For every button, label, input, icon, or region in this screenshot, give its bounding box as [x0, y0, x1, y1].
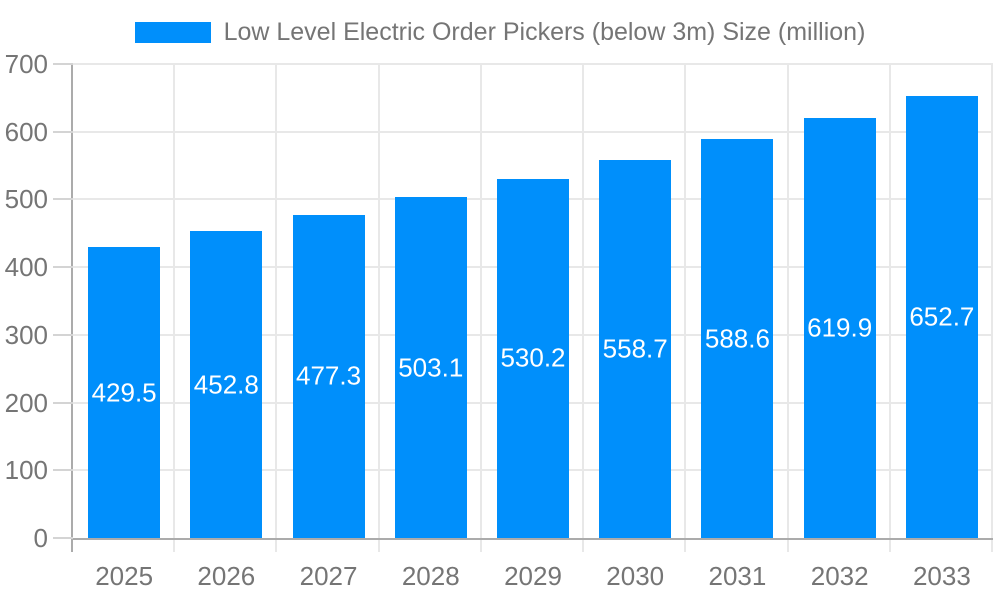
legend-item[interactable]: Low Level Electric Order Pickers (below …	[0, 10, 1000, 54]
x-tick-label: 2033	[912, 561, 971, 591]
y-axis-tick	[53, 401, 73, 404]
x-axis-line	[73, 538, 993, 540]
y-axis-tick	[53, 266, 73, 269]
bar-value-label: 530.2	[500, 342, 566, 373]
y-tick-label: 400	[4, 252, 48, 283]
y-axis-tick	[53, 333, 73, 336]
y-axis-tick	[53, 537, 73, 539]
bar[interactable]: 652.7	[905, 96, 978, 538]
gridline-vertical	[377, 64, 380, 552]
y-axis-tick	[53, 469, 73, 472]
y-axis-line	[71, 64, 73, 552]
gridline-vertical	[173, 64, 176, 552]
bar-value-label: 619.9	[807, 312, 873, 343]
bar-value-label: 503.1	[398, 352, 464, 383]
bar[interactable]: 619.9	[803, 118, 876, 538]
gridline-horizontal	[73, 63, 993, 65]
y-tick-label: 700	[4, 49, 48, 79]
x-tick-label: 2030	[606, 561, 665, 591]
gridline-vertical	[991, 64, 993, 552]
x-tick-label: 2031	[708, 561, 767, 591]
x-tick-label: 2028	[401, 561, 460, 591]
bar[interactable]: 530.2	[497, 178, 569, 538]
bar-value-label: 558.7	[602, 333, 668, 364]
gridline-vertical	[684, 64, 687, 552]
x-tick-label: 2029	[504, 561, 562, 591]
legend-label: Low Level Electric Order Pickers (below …	[223, 17, 866, 46]
y-tick-label: 300	[4, 319, 48, 350]
bar[interactable]: 588.6	[701, 139, 774, 538]
y-tick-label: 500	[4, 184, 48, 215]
x-tick-label: 2032	[810, 561, 869, 591]
bar[interactable]: 429.5	[88, 247, 161, 538]
gridline-vertical	[786, 64, 789, 552]
y-tick-label: 600	[4, 116, 48, 147]
bar[interactable]: 452.8	[190, 231, 263, 538]
y-axis-tick	[53, 198, 73, 201]
bar-value-label: 477.3	[296, 360, 362, 391]
y-tick-label: 0	[33, 523, 48, 553]
x-tick-label: 2026	[197, 561, 256, 591]
bar[interactable]: 477.3	[292, 214, 365, 538]
y-axis-tick	[53, 63, 73, 65]
bar-value-label: 452.8	[193, 369, 259, 400]
bar[interactable]: 558.7	[599, 159, 672, 538]
bar[interactable]: 503.1	[394, 197, 467, 538]
bar-value-label: 652.7	[909, 301, 975, 332]
gridline-horizontal	[73, 130, 993, 133]
x-tick-label: 2025	[95, 561, 154, 591]
bar-value-label: 429.5	[91, 377, 157, 408]
y-tick-label: 200	[4, 387, 48, 418]
bar-value-label: 588.6	[704, 323, 770, 354]
x-tick-label: 2027	[299, 561, 358, 591]
y-tick-label: 100	[4, 455, 48, 486]
plot-area: 429.5 452.8 477.3 503.1 530.2 558.7 588.6 619.9…	[71, 63, 993, 552]
legend-swatch	[134, 21, 211, 43]
y-axis-tick	[53, 130, 73, 133]
gridline-vertical	[888, 64, 891, 552]
gridline-vertical	[479, 64, 482, 552]
gridline-vertical	[275, 64, 278, 552]
gridline-vertical	[582, 64, 585, 552]
